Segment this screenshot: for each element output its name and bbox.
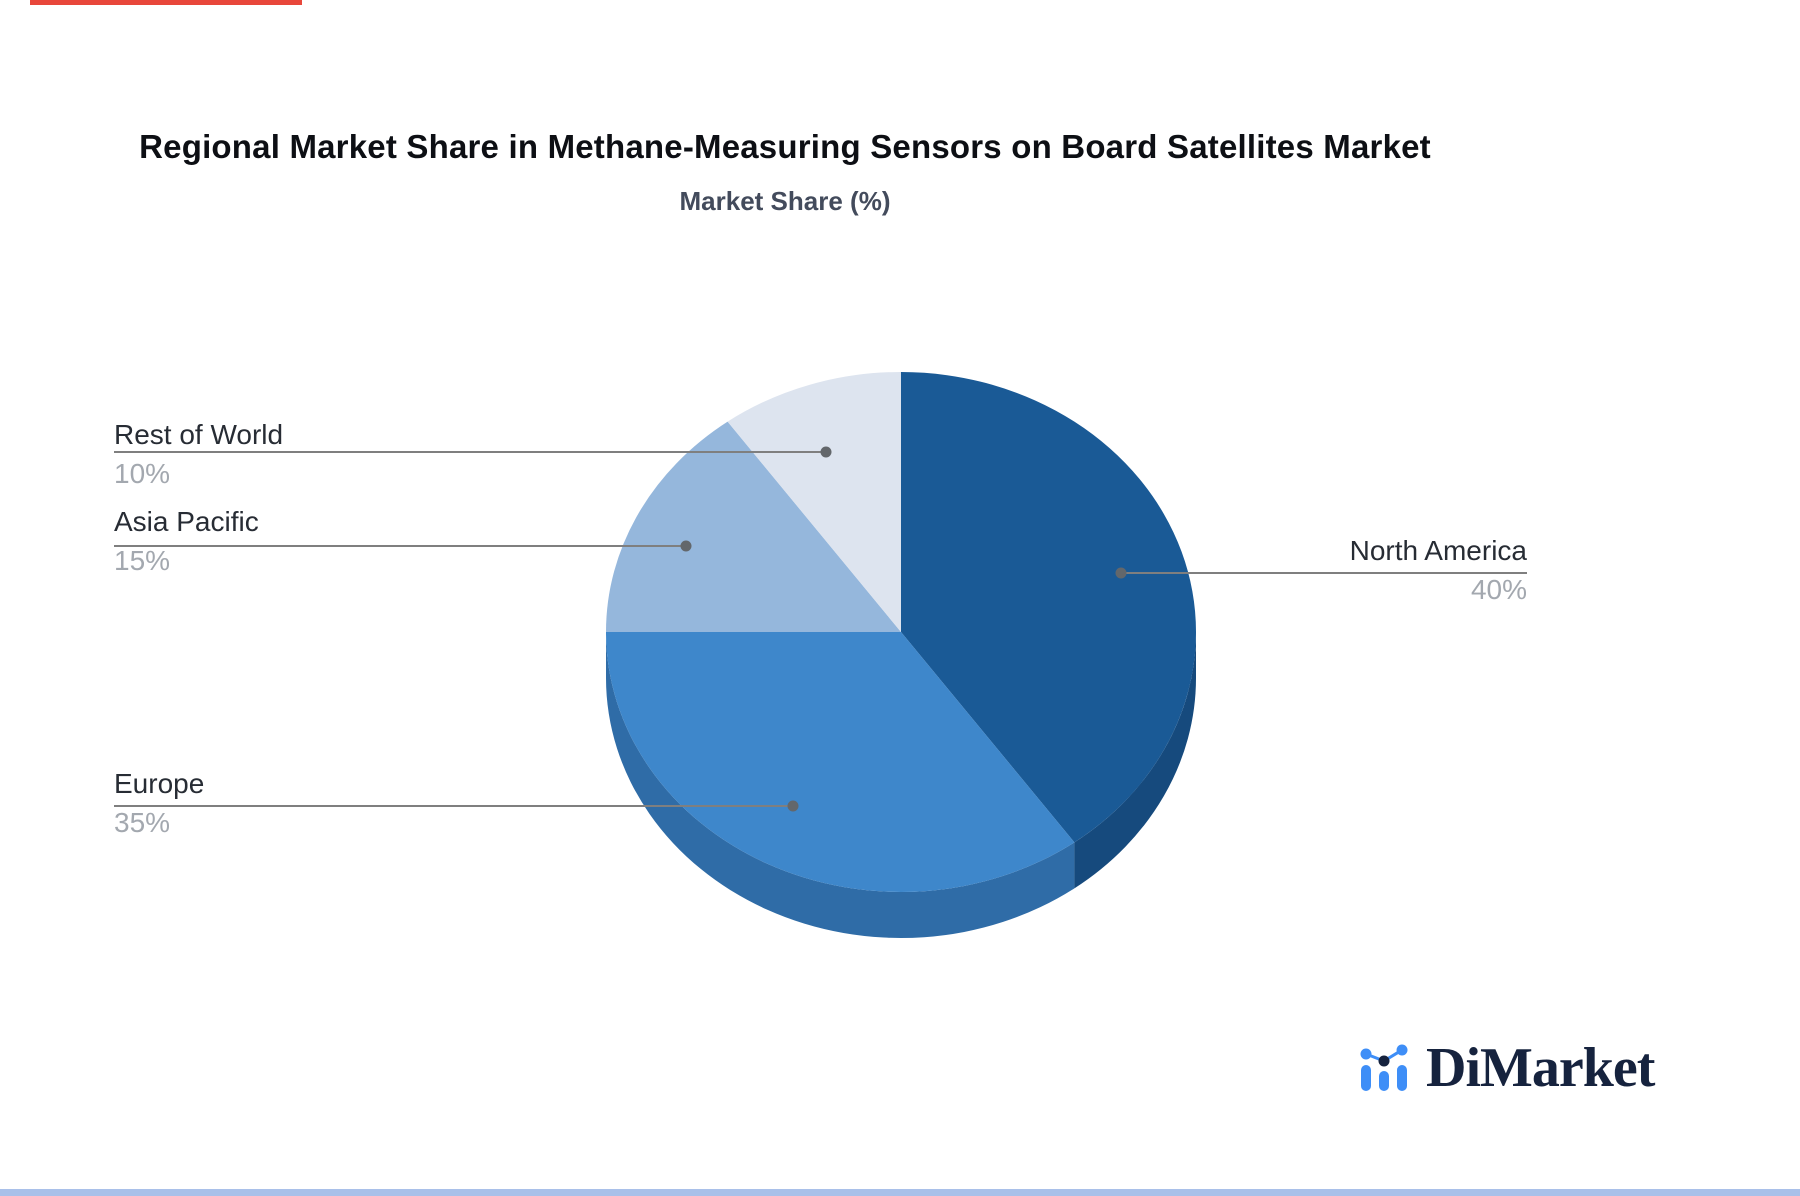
pie-slice-side-north-america (1074, 632, 1196, 889)
slice-percent-rest-of-world: 10% (114, 458, 171, 489)
bar-line-chart-icon (1360, 1044, 1408, 1091)
pie-slice-asia-pacific[interactable] (606, 421, 901, 632)
slice-label-rest-of-world: Rest of World (114, 419, 284, 450)
slice-label-europe: Europe (114, 768, 205, 799)
pie-slice-rest-of-world[interactable] (727, 372, 901, 632)
chart-subtitle: Market Share (%) (679, 186, 891, 216)
top-red-strip (30, 0, 302, 5)
slice-label-asia-pacific: Asia Pacific (114, 506, 259, 537)
leader-dot-asia-pacific (680, 540, 692, 552)
pie-slice-side-europe (606, 632, 1075, 938)
callout-asia-pacific: Asia Pacific 15% (114, 505, 259, 578)
callout-north-america: North America 40% (1350, 534, 1527, 607)
leader-dot-rest-of-world (820, 446, 832, 458)
chart-title: Regional Market Share in Methane-Measuri… (139, 128, 1431, 165)
slice-percent-north-america: 40% (1470, 574, 1527, 605)
bottom-blue-strip (0, 1189, 1800, 1196)
leader-dot-north-america (1115, 567, 1127, 579)
dimarket-logo: DiMarket (1358, 1037, 1655, 1099)
slice-percent-asia-pacific: 15% (114, 545, 171, 576)
leader-dot-europe (787, 800, 799, 812)
callout-rest-of-world: Rest of World 10% (114, 418, 283, 491)
callout-europe: Europe 35% (114, 767, 204, 840)
slice-label-north-america: North America (1349, 535, 1527, 566)
pie-slice-north-america[interactable] (901, 372, 1196, 843)
slice-percent-europe: 35% (114, 807, 171, 838)
logo-text: DiMarket (1426, 1037, 1655, 1099)
pie-slice-europe[interactable] (606, 632, 1075, 892)
